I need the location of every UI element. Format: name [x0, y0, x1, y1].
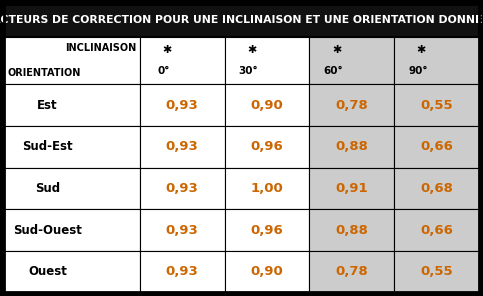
Text: ✱: ✱ — [162, 45, 171, 55]
Text: 0,90: 0,90 — [251, 99, 284, 112]
Text: Sud-Est: Sud-Est — [22, 140, 72, 153]
Text: 0,78: 0,78 — [336, 99, 368, 112]
Text: 0,66: 0,66 — [420, 140, 453, 153]
Text: Ouest: Ouest — [28, 265, 67, 278]
Text: Sud: Sud — [35, 182, 60, 195]
Text: 0,66: 0,66 — [420, 223, 453, 237]
Text: 0°: 0° — [157, 66, 170, 76]
Text: 0,93: 0,93 — [166, 265, 199, 278]
Text: 0,55: 0,55 — [420, 265, 453, 278]
Text: INCLINAISON: INCLINAISON — [65, 43, 136, 53]
Text: 0,90: 0,90 — [251, 265, 284, 278]
Text: 30°: 30° — [239, 66, 258, 76]
Text: Sud-Ouest: Sud-Ouest — [13, 223, 82, 237]
Text: ✱: ✱ — [247, 45, 256, 55]
Text: ✱: ✱ — [417, 45, 426, 55]
Text: 0,78: 0,78 — [336, 265, 368, 278]
Text: 0,88: 0,88 — [335, 223, 369, 237]
Text: 0,55: 0,55 — [420, 99, 453, 112]
Text: 1,00: 1,00 — [251, 182, 284, 195]
Text: 90°: 90° — [408, 66, 428, 76]
Text: 0,88: 0,88 — [335, 140, 369, 153]
Text: ORIENTATION: ORIENTATION — [7, 68, 81, 78]
Text: FACTEURS DE CORRECTION POUR UNE INCLINAISON ET UNE ORIENTATION DONNEES: FACTEURS DE CORRECTION POUR UNE INCLINAI… — [0, 15, 483, 25]
Text: 0,91: 0,91 — [336, 182, 368, 195]
Text: 0,68: 0,68 — [420, 182, 453, 195]
Text: Est: Est — [37, 99, 57, 112]
Text: ✱: ✱ — [332, 45, 341, 55]
Text: 0,93: 0,93 — [166, 223, 199, 237]
Text: 0,96: 0,96 — [251, 223, 284, 237]
Text: 0,96: 0,96 — [251, 140, 284, 153]
Text: 0,93: 0,93 — [166, 140, 199, 153]
Text: 0,93: 0,93 — [166, 99, 199, 112]
Text: 60°: 60° — [324, 66, 343, 76]
Text: 0,93: 0,93 — [166, 182, 199, 195]
